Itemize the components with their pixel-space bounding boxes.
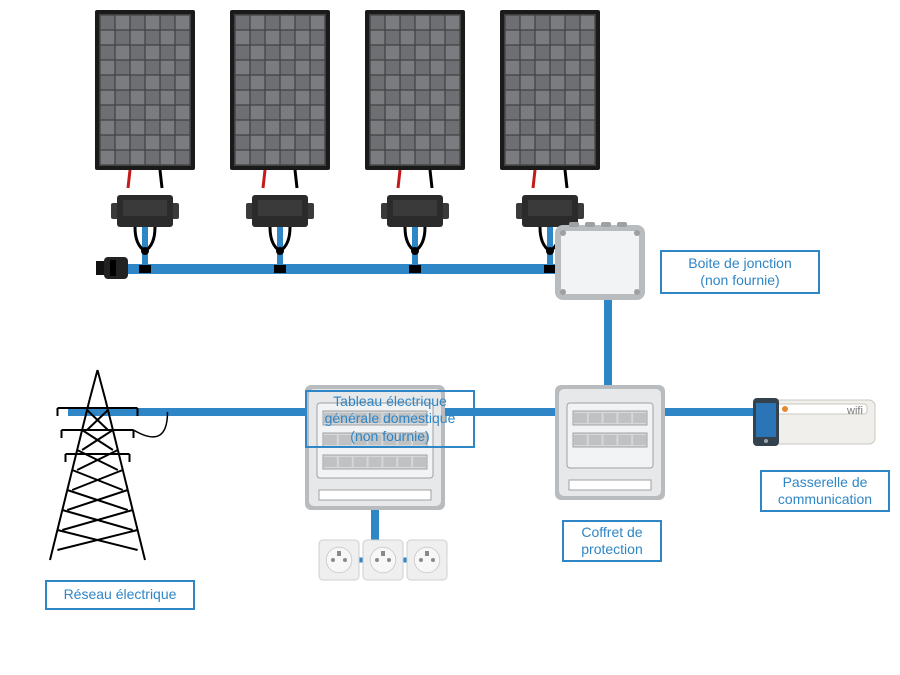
label-gateway-l1: Passerelle de [783, 474, 868, 490]
components-layer: wifi [0, 0, 900, 675]
label-tableau-l2: générale domestique [325, 410, 456, 426]
label-coffret: Coffret de protection [562, 520, 662, 562]
label-tableau-l1: Tableau électrique [333, 393, 447, 409]
label-grid: Réseau électrique [45, 580, 195, 610]
label-junction-box: Boite de jonction (non fournie) [660, 250, 820, 294]
label-gateway: Passerelle de communication [760, 470, 890, 512]
label-grid-l1: Réseau électrique [64, 586, 177, 604]
label-tableau-l3: (non fournie) [350, 428, 429, 444]
label-junction-box-l1: Boite de jonction [688, 255, 792, 271]
svg-text:wifi: wifi [846, 405, 863, 417]
label-coffret-l2: protection [581, 541, 642, 557]
label-gateway-l2: communication [778, 491, 872, 507]
label-tableau: Tableau électrique générale domestique (… [305, 390, 475, 448]
label-coffret-l1: Coffret de [581, 524, 642, 540]
label-junction-box-l2: (non fournie) [700, 272, 779, 288]
